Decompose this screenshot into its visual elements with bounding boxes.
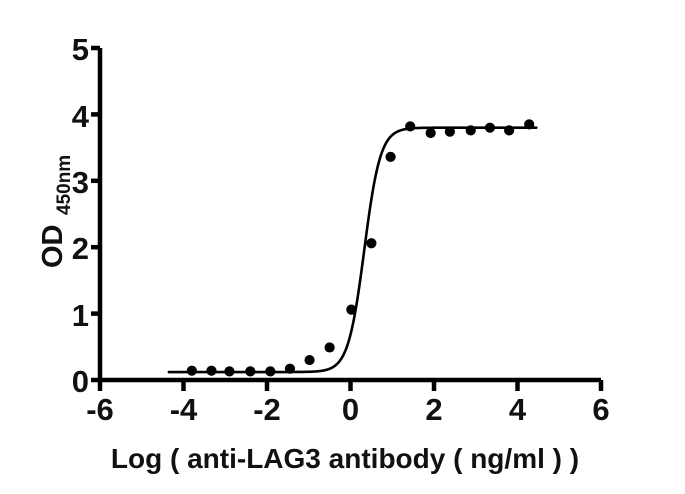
y-tick-label: 4 (72, 99, 90, 134)
data-point-group (186, 119, 535, 377)
x-tick-label: -4 (170, 392, 198, 427)
data-point (366, 238, 377, 249)
data-point (524, 119, 535, 130)
data-point (206, 365, 217, 376)
y-axis-title-main: OD (37, 225, 69, 269)
y-axis-title-sub: 450nm (54, 155, 75, 215)
data-point (504, 125, 515, 136)
data-point (484, 122, 496, 133)
data-point (304, 354, 315, 366)
data-point (186, 365, 197, 376)
y-tick-label: 5 (72, 32, 89, 67)
data-point (444, 126, 455, 137)
x-tick-label: 0 (342, 392, 359, 427)
x-tick-label: 2 (425, 392, 442, 427)
data-point (284, 363, 296, 374)
data-point (346, 304, 357, 315)
data-point (385, 151, 396, 162)
y-tick-label: 1 (72, 298, 89, 333)
y-tick-labels: 0 1 2 3 4 5 (72, 32, 90, 399)
data-point (224, 366, 235, 377)
data-point (405, 121, 416, 132)
data-point (265, 366, 276, 377)
data-point (465, 125, 476, 136)
data-point (324, 342, 335, 353)
y-tick-label: 0 (72, 364, 89, 399)
x-axis-title: Log ( anti-LAG3 antibody ( ng/ml ) ) (111, 443, 579, 474)
y-axis-title: OD 450nm (37, 155, 75, 268)
x-axis-ticks (97, 380, 604, 391)
x-tick-label: 6 (592, 392, 609, 427)
y-tick-label: 2 (72, 231, 89, 266)
x-tick-labels: -6 -4 -2 0 2 4 6 (86, 392, 609, 427)
y-tick-label: 3 (72, 165, 89, 200)
x-tick-label: 4 (509, 392, 527, 427)
x-tick-label: -6 (86, 392, 114, 427)
data-point (245, 366, 256, 377)
data-point (425, 127, 436, 139)
fit-curve (167, 126, 538, 374)
x-tick-label: -2 (253, 392, 281, 427)
